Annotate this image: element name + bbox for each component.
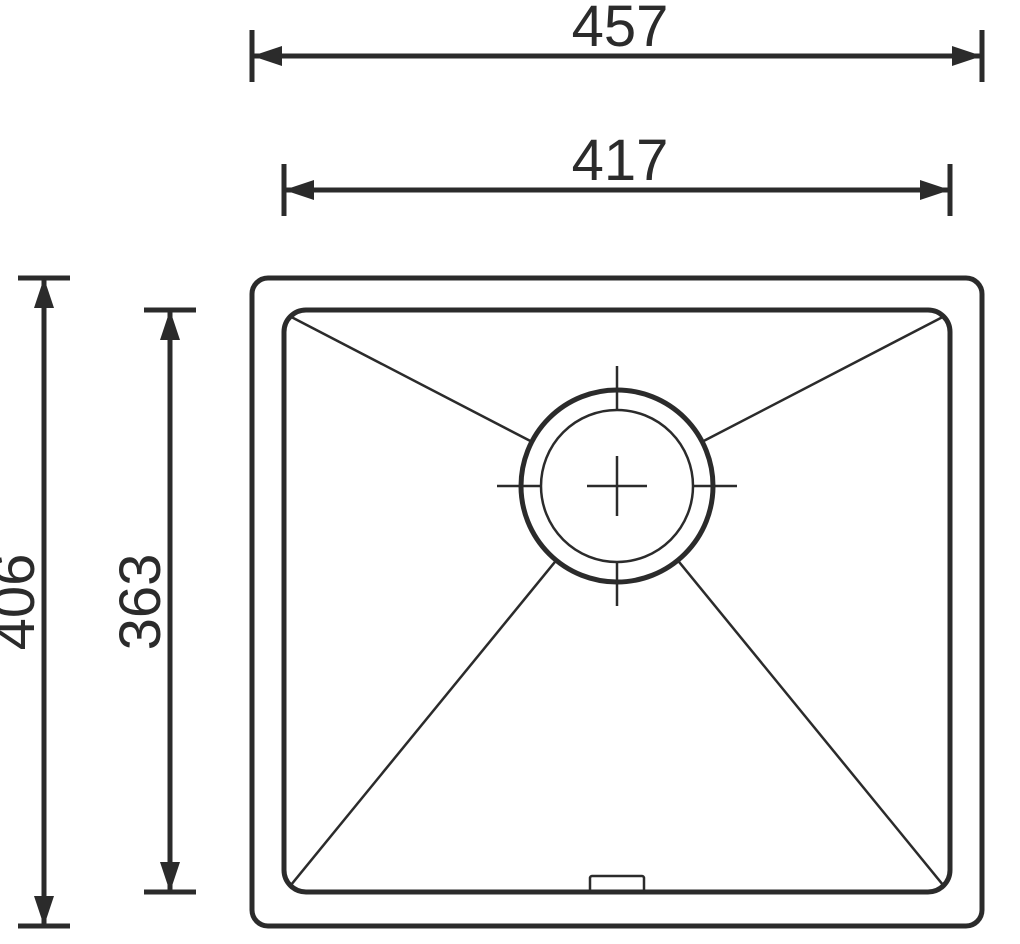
dim-height-inner: 363 [108,310,196,892]
dim-width-inner-label: 417 [572,128,669,193]
dim-height-outer-label: 406 [0,554,47,651]
dim-height-outer: 406 [0,278,70,926]
dim-height-inner-label: 363 [108,554,173,651]
dim-width-outer-label: 457 [572,0,669,59]
dim-width-outer: 457 [252,0,982,82]
technical-drawing: 457 417 406 363 [0,0,1020,944]
dim-width-inner: 417 [284,128,950,216]
